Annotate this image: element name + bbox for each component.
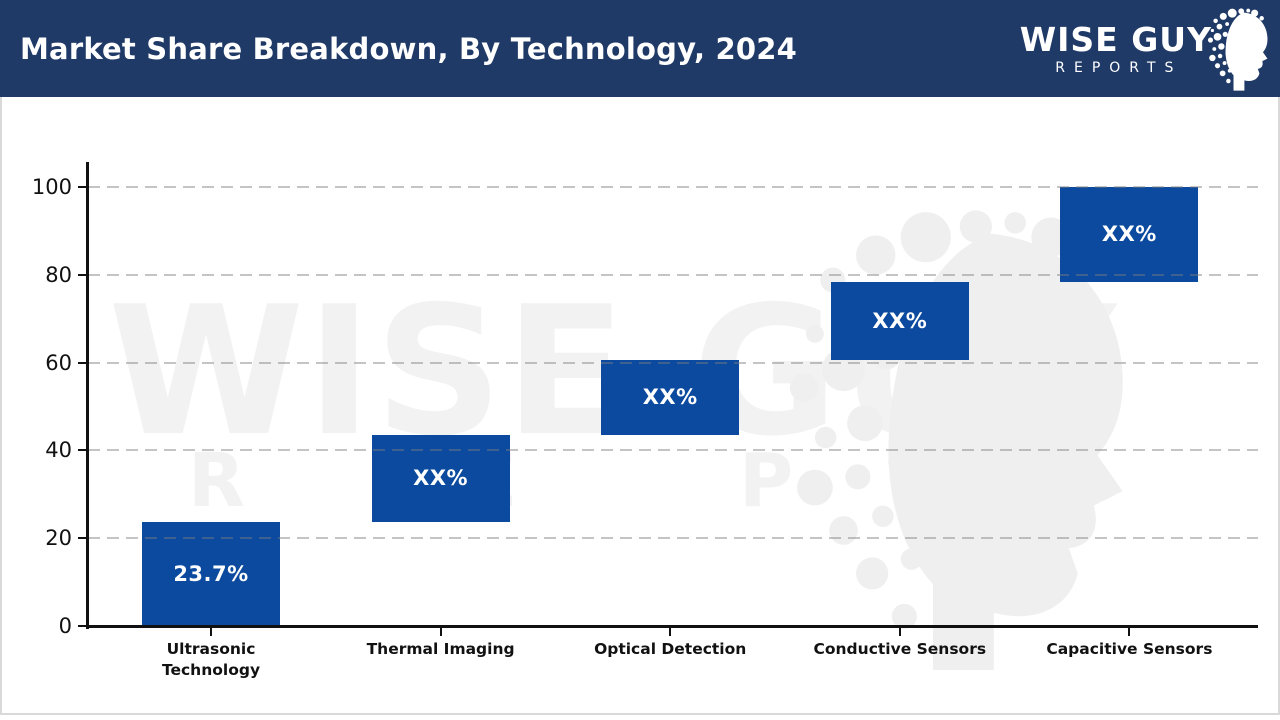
waterfall-bar-4: XX% [830,281,969,360]
y-axis-line [86,162,89,629]
waterfall-bar-1: 23.7% [142,521,280,626]
bottom-border [0,713,1280,715]
x-category-label-5: Capacitive Sensors [1046,640,1213,658]
y-tick-label-40: 40 [45,438,72,463]
gridline-20 [88,537,1258,540]
x-tick-1 [210,628,212,636]
x-tick-2 [439,628,442,636]
waterfall-bar-2: XX% [371,434,510,522]
right-border [1278,97,1280,715]
logo-wordmark: WISE GUY [1019,20,1212,59]
y-tick-20 [78,537,87,540]
wise-guy-logo: WISE GUY REPORTS [1020,4,1270,94]
waterfall-bar-5: XX% [1060,187,1199,282]
y-tick-label-20: 20 [45,526,72,551]
page-title: Market Share Breakdown, By Technology, 2… [20,31,798,66]
x-category-label-4: Conductive Sensors [813,640,987,658]
bar-value-label: XX% [642,385,698,410]
x-tick-3 [669,628,672,636]
gridline-80 [88,273,1258,276]
bar-value-label: 23.7% [173,561,249,586]
bar-value-label: XX% [1101,222,1157,247]
bar-value-label: XX% [413,466,469,491]
y-tick-100 [78,186,87,188]
y-tick-80 [78,273,87,276]
x-tick-4 [898,628,901,636]
y-tick-40 [78,449,87,452]
x-category-label-1: Ultrasonic Technology [161,640,261,679]
gridline-40 [88,449,1258,452]
x-tick-5 [1128,628,1131,636]
head-profile-icon [1207,8,1268,91]
y-tick-label-80: 80 [45,262,72,287]
waterfall-bar-3: XX% [601,359,740,435]
y-tick-0 [78,625,87,627]
x-category-label-3: Optical Detection [594,640,747,658]
x-axis-line [86,625,1258,628]
logo-text: WISE GUY REPORTS [1019,20,1212,77]
y-tick-60 [78,361,87,364]
x-category-label-2: Thermal Imaging [366,640,515,658]
left-border [0,97,2,715]
header-bar: Market Share Breakdown, By Technology, 2… [0,0,1280,97]
y-tick-label-60: 60 [45,350,72,375]
gridline-100 [88,186,1258,188]
logo-subtitle: REPORTS [1055,60,1183,76]
bar-value-label: XX% [872,308,928,333]
y-tick-label-0: 0 [58,614,72,638]
y-tick-label-100: 100 [31,175,72,199]
gridline-60 [88,361,1258,364]
